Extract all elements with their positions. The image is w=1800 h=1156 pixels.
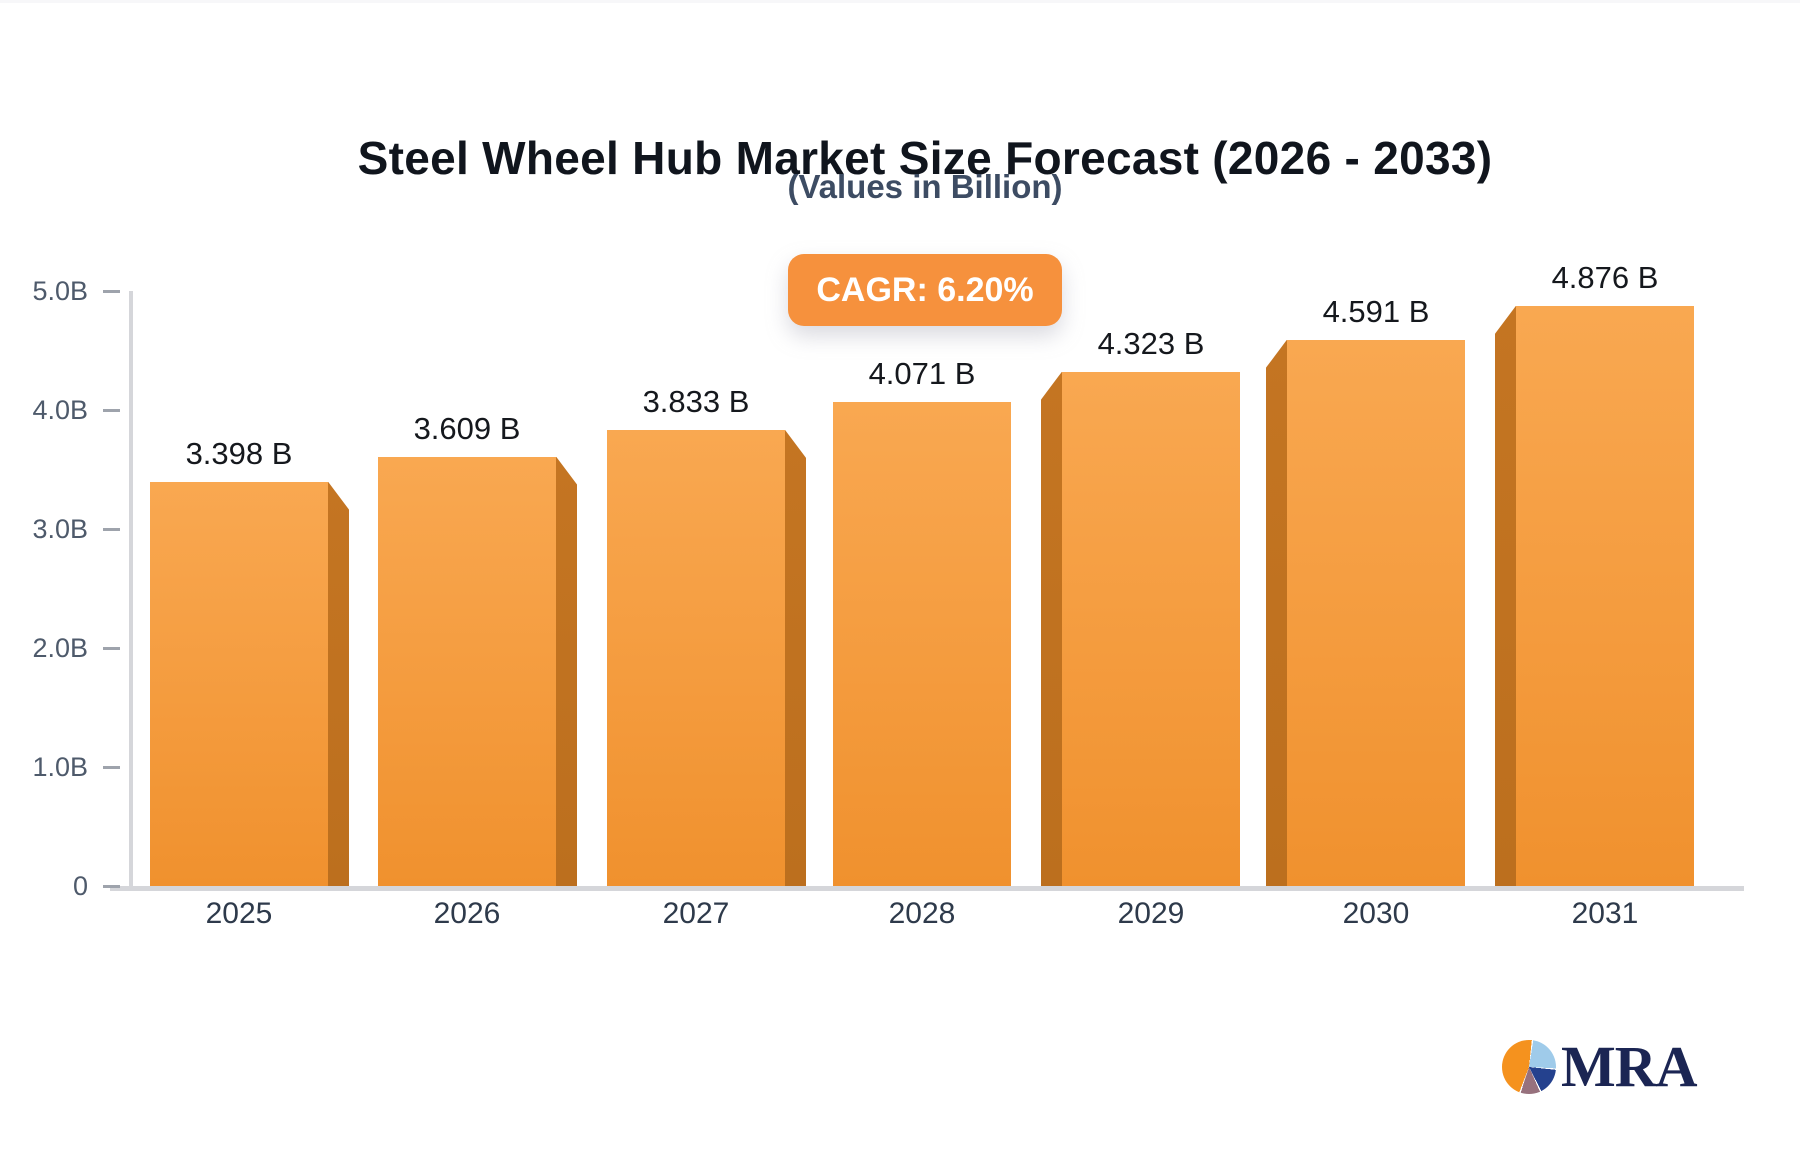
x-axis-line — [110, 886, 1744, 891]
y-axis-label: 3.0B — [32, 514, 88, 544]
y-axis-label: 4.0B — [32, 395, 88, 425]
bar-2025 — [150, 481, 328, 886]
page-title: Steel Wheel Hub Market Size Forecast (20… — [357, 131, 1493, 184]
bar-2025-side-3d — [328, 481, 349, 886]
y-axis-label: 0 — [72, 871, 88, 901]
bar-2031-side-3d — [1495, 305, 1516, 886]
bar-2026 — [378, 456, 556, 886]
bar-value-label: 4.876 B — [1551, 259, 1659, 295]
x-axis-label: 2027 — [662, 897, 730, 930]
bar-2031 — [1516, 305, 1694, 886]
x-axis-label: 2030 — [1342, 897, 1410, 930]
bar-value-label: 3.398 B — [185, 435, 293, 471]
bar-value-label: 4.591 B — [1322, 293, 1430, 329]
y-axis-label: 1.0B — [32, 752, 88, 782]
x-axis-label: 2029 — [1117, 897, 1185, 930]
cagr-badge: CAGR: 6.20% — [788, 254, 1062, 326]
bar-2030 — [1287, 339, 1465, 886]
x-axis-label: 2025 — [205, 897, 273, 930]
cagr-badge-label: CAGR: 6.20% — [816, 270, 1034, 309]
bar-value-label: 4.323 B — [1097, 325, 1205, 361]
x-axis-label: 2026 — [433, 897, 501, 930]
bar-2028 — [833, 401, 1011, 886]
x-axis-label: 2028 — [888, 897, 956, 930]
page-top-border — [0, 0, 1800, 3]
y-axis-label: 2.0B — [32, 633, 88, 663]
bar-value-label: 3.609 B — [413, 410, 521, 446]
bar-2030-side-3d — [1266, 339, 1287, 886]
y-axis-tick — [103, 765, 120, 769]
y-axis-tick — [103, 527, 120, 531]
bar-value-label: 3.833 B — [642, 383, 750, 419]
bar-2029-side-3d — [1041, 371, 1062, 886]
y-axis-line — [129, 291, 133, 886]
y-axis-tick — [103, 408, 120, 412]
bar-2027 — [607, 429, 785, 886]
logo-text: MRA — [1561, 1034, 1698, 1099]
y-axis-tick — [103, 289, 120, 293]
bar-value-label: 4.071 B — [868, 355, 976, 391]
pie-chart-icon — [1502, 1040, 1556, 1094]
bar-2026-side-3d — [556, 456, 577, 886]
x-axis-label: 2031 — [1571, 897, 1639, 930]
y-axis-tick — [103, 646, 120, 650]
bar-2029 — [1062, 371, 1240, 886]
bar-2027-side-3d — [785, 429, 806, 886]
page-subtitle: (Values in Billion) — [787, 168, 1063, 205]
y-axis-label: 5.0B — [32, 276, 88, 306]
y-axis-tick — [103, 884, 120, 888]
mra-logo: MRA — [1502, 1034, 1698, 1099]
